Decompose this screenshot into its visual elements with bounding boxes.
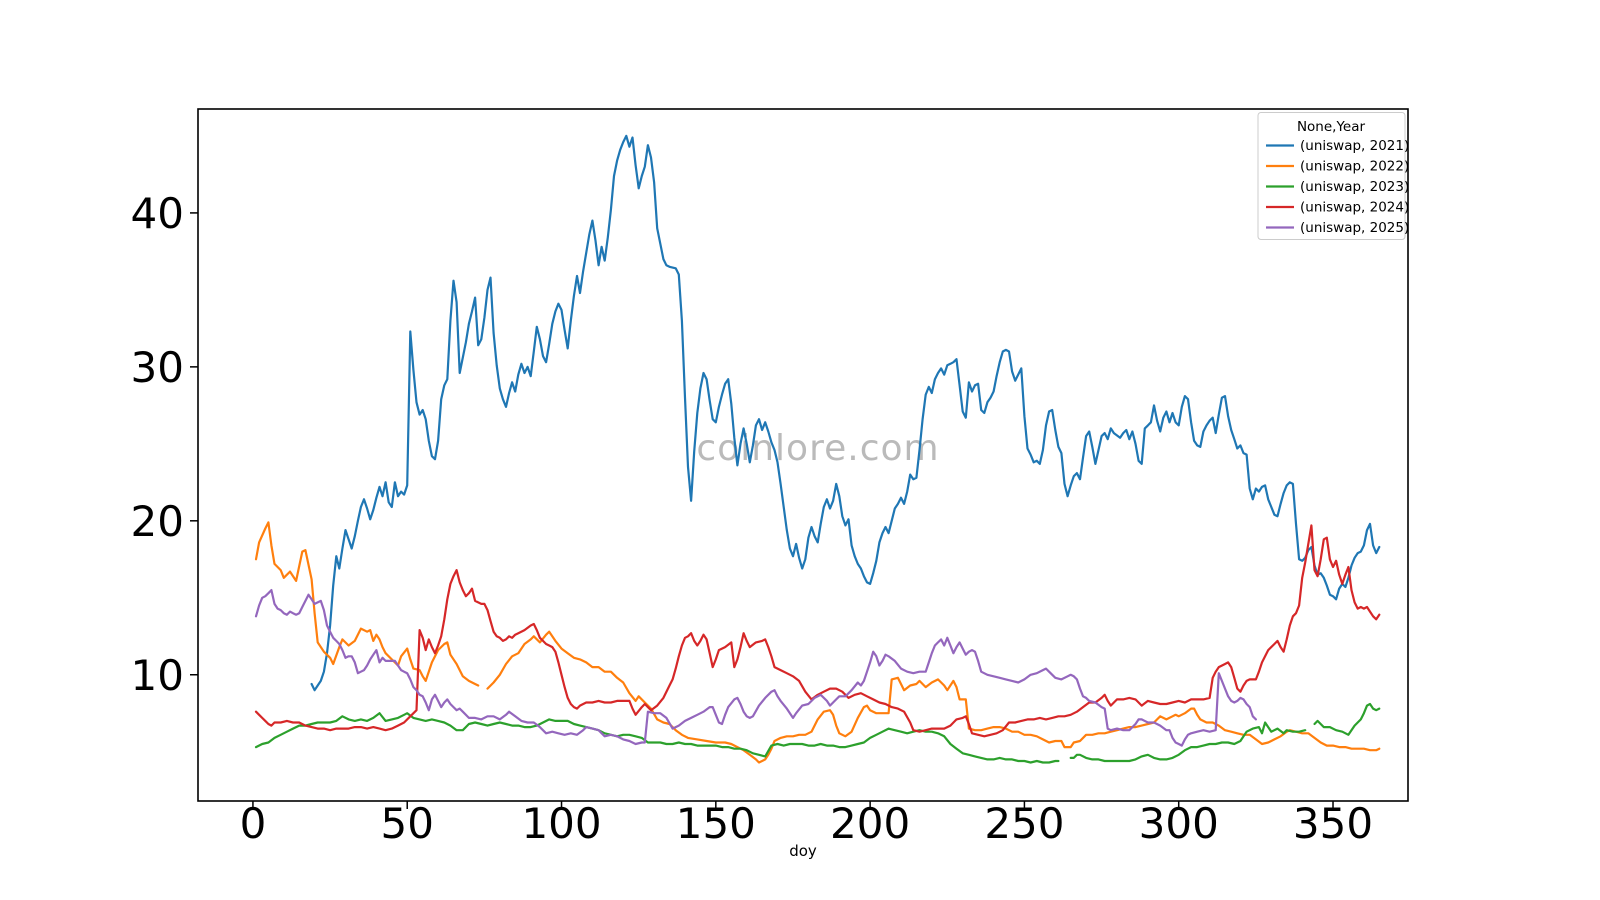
series-line-uniswap2022 [486, 630, 1381, 764]
legend-box [1257, 112, 1406, 240]
x-tick-label: 350 [1293, 799, 1373, 848]
x-tick-label: 0 [240, 799, 267, 848]
x-tick-label: 50 [381, 799, 434, 848]
legend-entries: (uniswap, 2021) (uniswap, 2022) (uniswap, … [1266, 138, 1409, 236]
x-tick-label: 100 [521, 799, 601, 848]
legend-entry-label: (uniswap, 2024) [1300, 200, 1409, 216]
legend-entry-label: (uniswap, 2025) [1300, 220, 1409, 236]
series-line-uniswap2021 [310, 134, 1381, 692]
legend-entry-label: (uniswap, 2023) [1300, 179, 1409, 195]
x-tick-label: 250 [984, 799, 1064, 848]
series-line-uniswap2023 [1069, 721, 1307, 763]
y-tick-label: 40 [131, 189, 184, 238]
x-axis-label: doy [789, 842, 817, 860]
y-tick-label: 30 [131, 343, 184, 392]
series-line-uniswap2023 [1313, 702, 1381, 736]
series-layer [254, 134, 1381, 764]
y-tick-label: 10 [131, 651, 184, 700]
plot-border [197, 108, 1409, 802]
series-line-uniswap2024 [254, 524, 1381, 738]
y-tick-label: 20 [131, 497, 184, 546]
series-line-uniswap2025 [254, 588, 1258, 747]
series-line-uniswap2022 [254, 521, 480, 687]
legend-title: None,Year [1297, 119, 1366, 135]
series-line-uniswap2023 [254, 712, 1060, 764]
legend-entry-label: (uniswap, 2021) [1300, 138, 1409, 154]
x-tick-label: 200 [830, 799, 910, 848]
legend: None,Year (uniswap, 2021) (uniswap, 2022)… [1257, 112, 1409, 240]
legend-entry-label: (uniswap, 2022) [1300, 159, 1409, 175]
x-tick-label: 300 [1139, 799, 1219, 848]
x-tick-label: 150 [676, 799, 756, 848]
axes-layer: 0 50 100 150 200 250 300 350 10 20 30 40 [131, 108, 1409, 848]
